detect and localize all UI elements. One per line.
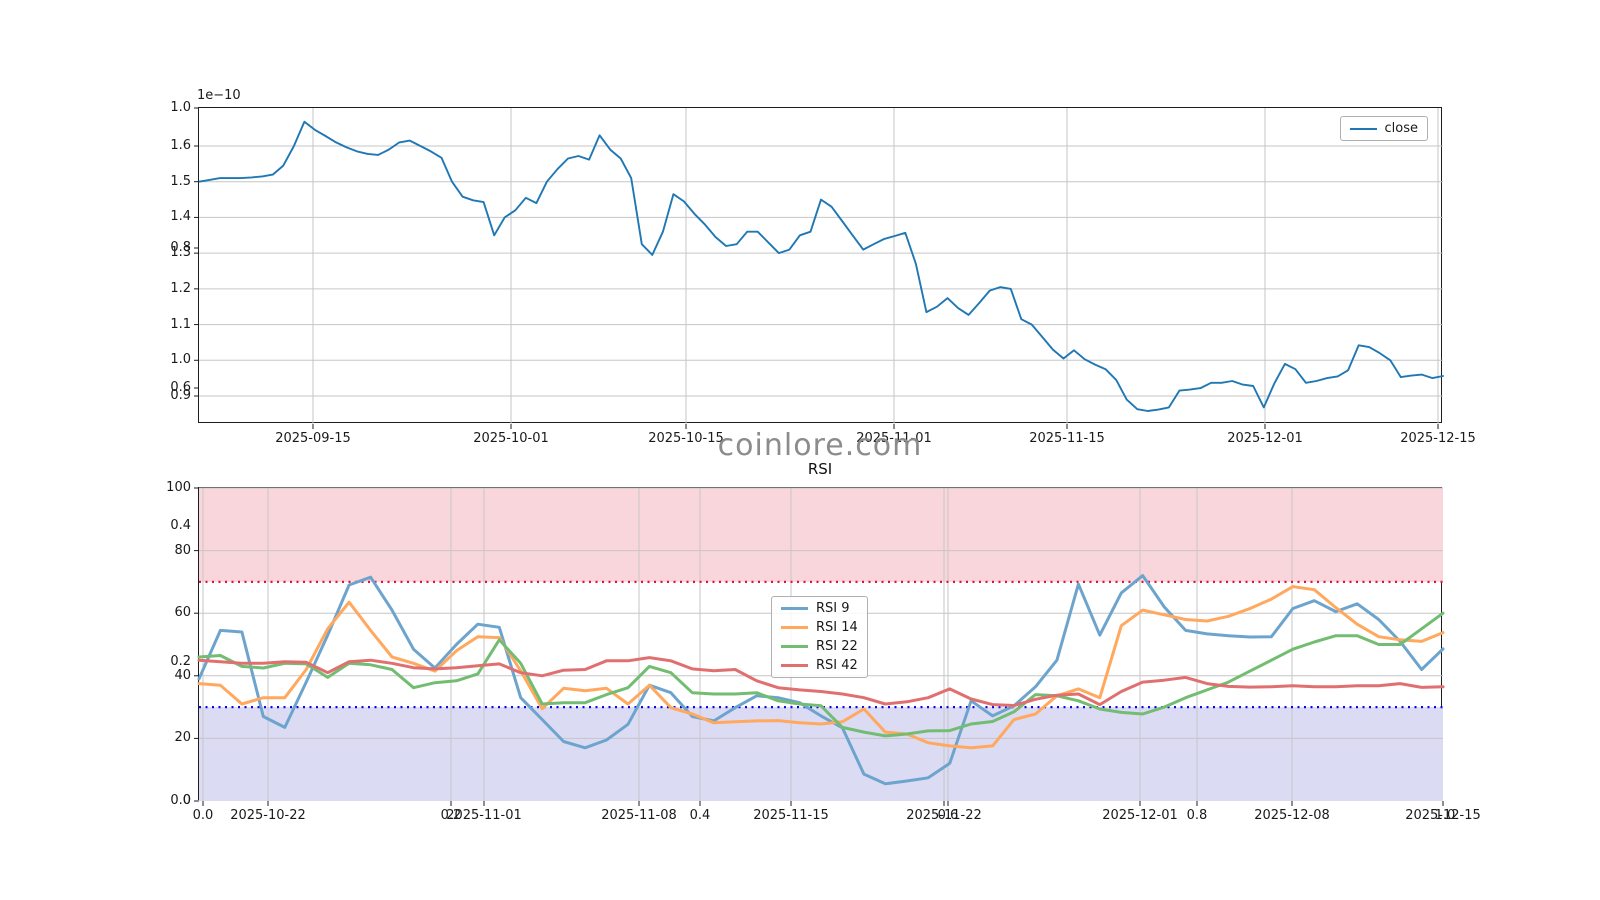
rsi14-line-swatch: [781, 626, 808, 629]
y-tick-1.1: 1.1: [170, 316, 191, 332]
price-chart-plot-area: close 2025-09-15 2025-10-01 2025-10-15 2025…: [170, 100, 1475, 446]
y-tick-rsi-80: 80: [174, 542, 191, 558]
legend-item-rsi22: RSI 22: [781, 639, 858, 654]
y-tick-rsi-60: 60: [174, 605, 191, 621]
y-tick-rsi-20: 20: [174, 730, 191, 746]
watermark: coinlore.com: [717, 428, 923, 463]
legend-item-rsi42: RSI 42: [781, 658, 858, 673]
x-tick-2025-11-01: 2025-11-01: [446, 808, 522, 823]
x-tick-2025-11-15: 2025-11-15: [753, 808, 829, 823]
y-axis-offset-label: 1e−10: [197, 88, 241, 103]
x-tick-2025-10-01: 2025-10-01: [473, 431, 549, 446]
x2-tick-0.8: 0.8: [1186, 808, 1208, 823]
rsi-legend: RSI 9 RSI 14 RSI 22 RSI 42: [771, 596, 868, 678]
y2-tick-1.0: 1.0: [170, 100, 191, 115]
y-tick-1.0: 1.0: [170, 352, 191, 368]
x-tick-2025-11-22: 2025-11-22: [906, 808, 982, 823]
rsi-chart-plot-area: RSI 9 RSI 14 RSI 22 RSI 42 2025-10-22 202…: [166, 480, 1481, 823]
x-tick-2025-11-15: 2025-11-15: [1029, 431, 1105, 446]
y-tick-0.9: 0.9: [170, 388, 191, 403]
y2-tick-rsi-0.2: 0.2: [170, 654, 191, 669]
y-tick-1.2: 1.2: [170, 280, 191, 296]
legend-item-rsi9: RSI 9: [781, 601, 858, 616]
x2-tick-1.0: 1.0: [1434, 808, 1456, 823]
y2-tick-0.8: 0.8: [170, 240, 191, 255]
rsi42-legend-label: RSI 42: [816, 658, 858, 673]
y-tick-1.5: 1.5: [170, 173, 191, 189]
rsi22-line-swatch: [781, 645, 808, 648]
rsi-chart-title: RSI: [807, 460, 833, 478]
x2-tick-0.0: 0.0: [192, 808, 214, 823]
close-legend-label: close: [1384, 121, 1418, 136]
x-tick-2025-12-15: 2025-12-15: [1405, 808, 1481, 823]
x-tick-2025-10-22: 2025-10-22: [230, 808, 306, 823]
close-line-swatch: [1349, 128, 1377, 130]
x-tick-2025-12-08: 2025-12-08: [1254, 808, 1330, 823]
y-tick-rsi-40: 40: [174, 667, 191, 683]
rsi42-line-swatch: [781, 664, 808, 667]
x-tick-2025-12-15: 2025-12-15: [1400, 431, 1476, 446]
y-tick-1.4: 1.4: [170, 209, 191, 225]
y2-tick-rsi-0.0: 0.0: [170, 793, 191, 808]
y-tick-rsi-0: 0: [182, 793, 191, 808]
price-legend: close: [1339, 116, 1428, 141]
x-tick-2025-12-01: 2025-12-01: [1102, 808, 1178, 823]
x2-tick-0.6: 0.6: [937, 808, 959, 823]
y-tick-1.3: 1.3: [170, 245, 191, 261]
x-tick-2025-12-01: 2025-12-01: [1227, 431, 1303, 446]
x2-tick-0.2: 0.2: [440, 808, 462, 823]
y2-tick-rsi-0.4: 0.4: [170, 518, 191, 533]
rsi22-legend-label: RSI 22: [816, 639, 858, 654]
x-tick-2025-11-08: 2025-11-08: [601, 808, 677, 823]
x2-tick-0.4: 0.4: [689, 808, 711, 823]
rsi9-legend-label: RSI 9: [816, 601, 850, 616]
x-tick-2025-09-15: 2025-09-15: [275, 431, 351, 446]
x-tick-2025-11-01: 2025-11-01: [856, 431, 932, 446]
y-tick-1.6: 1.6: [170, 138, 191, 153]
rsi14-legend-label: RSI 14: [816, 620, 858, 635]
y2-tick-0.6: 0.6: [170, 380, 191, 395]
y-tick-rsi-100: 100: [166, 480, 191, 495]
rsi9-line-swatch: [781, 607, 808, 610]
legend-item-rsi14: RSI 14: [781, 620, 858, 635]
legend-item-close: close: [1349, 121, 1418, 136]
x-tick-2025-10-15: 2025-10-15: [648, 431, 724, 446]
